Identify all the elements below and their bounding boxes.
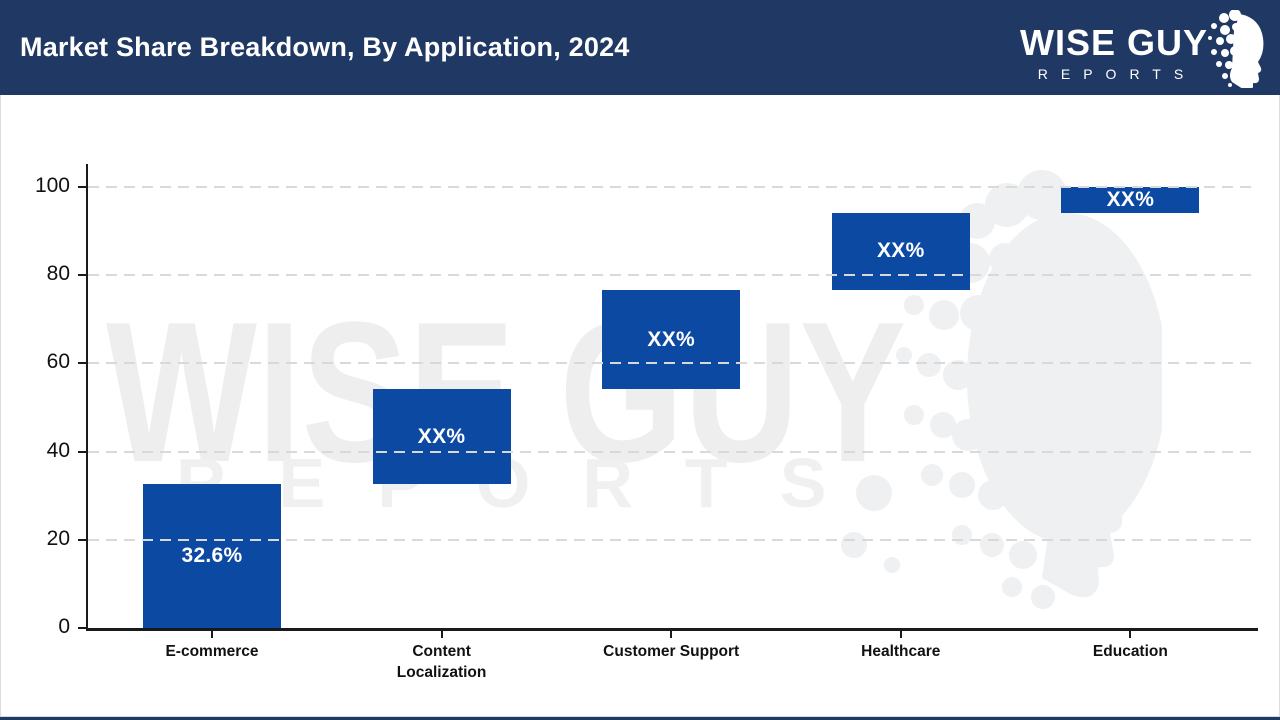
y-tick-label-100: 100 [34,174,70,197]
brand-name: WISE GUY [1019,22,1208,63]
chart-title: Market Share Breakdown, By Application, … [20,32,630,62]
bar-customer-support: XX% [602,290,741,389]
y-tick-label-60: 60 [46,350,70,374]
bar-value-label-healthcare: XX% [877,239,925,263]
x-category-label-education: Education [1010,641,1250,662]
y-tick-label-20: 20 [46,526,70,550]
bar-value-label-content-localization: XX% [417,424,466,448]
header-bar: Market Share Breakdown, By Application, … [0,0,1280,95]
x-category-label-line: Customer Support [603,643,740,660]
logo-head-icon [1208,10,1264,88]
x-category-label-e-commerce: E-commerce [92,641,332,662]
y-tick-mark-60 [78,362,86,365]
brand-logo-text: WISE GUY REPORTS [1020,22,1208,82]
x-tick-mark-education [1129,631,1132,638]
x-category-label-line: Content [412,643,471,660]
x-category-label-line: Localization [396,664,487,681]
x-category-label-customer-support: Customer Support [551,641,791,662]
x-tick-mark-e-commerce [211,631,213,638]
gridline-20 [88,538,1258,541]
y-tick-label-0: 0 [58,615,70,638]
x-category-label-content-localization: Content Localization [322,641,562,683]
bar-value-label-customer-support: XX% [647,327,695,351]
x-category-label-line: Education [1092,643,1168,660]
bar-e-commerce: 32.6% [143,484,281,628]
x-tick-mark-customer-support [670,631,673,638]
gridline-40 [88,450,1258,453]
x-category-label-healthcare: Healthcare [781,641,1021,662]
y-tick-label-40: 40 [46,438,70,462]
brand-subtitle: REPORTS [1037,66,1197,82]
footer-divider [0,716,1280,717]
x-tick-mark-healthcare [899,631,902,638]
gridline-80 [88,274,1258,277]
bar-content-localization: XX% [372,388,511,485]
bar-value-label-e-commerce: 32.6% [181,544,243,568]
watermark-head-icon [841,170,1162,609]
y-tick-mark-80 [78,274,86,277]
gridline-60 [88,362,1258,365]
gridline-100 [88,186,1258,188]
x-axis-line [86,628,1258,631]
footer-bar [0,717,1280,720]
plot-canvas: WISE GUY REPORTS 0 20 40 60 80 100 32.6% E-comm… [0,95,1280,716]
canvas-left-border [0,95,1,716]
bar-healthcare: XX% [831,212,970,291]
y-tick-mark-0 [78,627,86,629]
y-tick-label-80: 80 [46,262,70,286]
bar-value-label-education: XX% [1106,187,1155,211]
bar-education: XX% [1061,187,1200,213]
y-tick-mark-40 [78,450,86,453]
y-tick-mark-100 [78,186,86,188]
y-axis-line [86,164,88,630]
brand-logo: WISE GUY REPORTS [1014,8,1266,88]
x-tick-mark-content-localization [440,631,443,638]
x-category-label-line: E-commerce [165,643,259,660]
x-category-label-line: Healthcare [861,643,941,660]
y-tick-mark-20 [78,538,86,541]
